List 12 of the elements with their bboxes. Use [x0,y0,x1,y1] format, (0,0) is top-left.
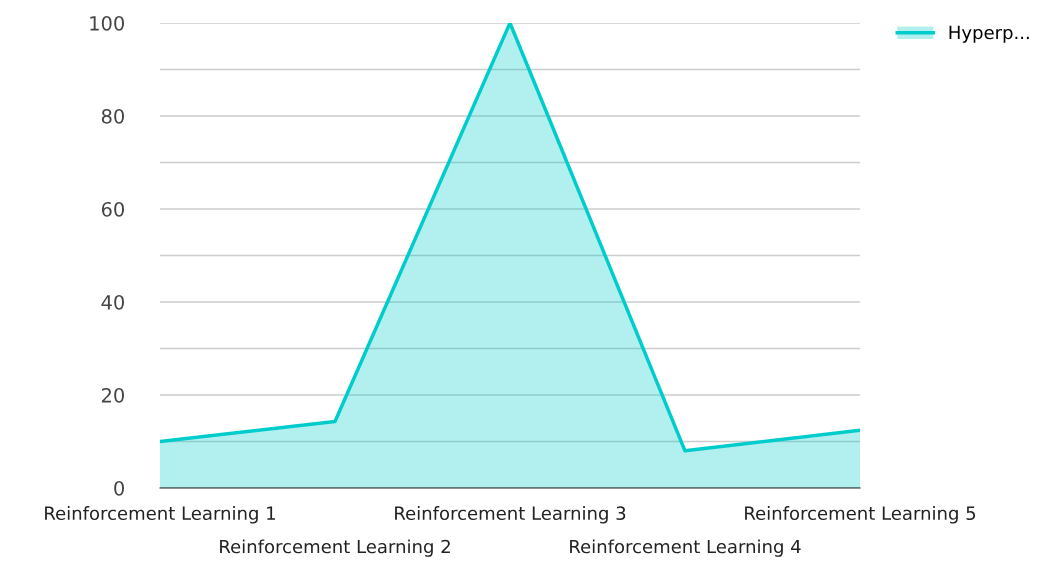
y-tick-label: 60 [101,201,124,217]
x-tick-label: Reinforcement Learning 5 [745,506,976,524]
x-tick-label: Reinforcement Learning 1 [45,506,275,524]
y-tick-label: 100 [90,15,124,31]
x-tick-label: Reinforcement Learning 3 [395,506,626,524]
y-tick-label: 0 [114,480,124,496]
legend-label: Hyperp... [949,25,1029,43]
y-tick-label: 20 [101,387,124,403]
y-tick-label: 80 [101,108,124,124]
x-tick-label: Reinforcement Learning 2 [220,539,450,557]
x-tick-label: Reinforcement Learning 4 [570,539,801,557]
y-tick-label: 40 [101,294,124,310]
